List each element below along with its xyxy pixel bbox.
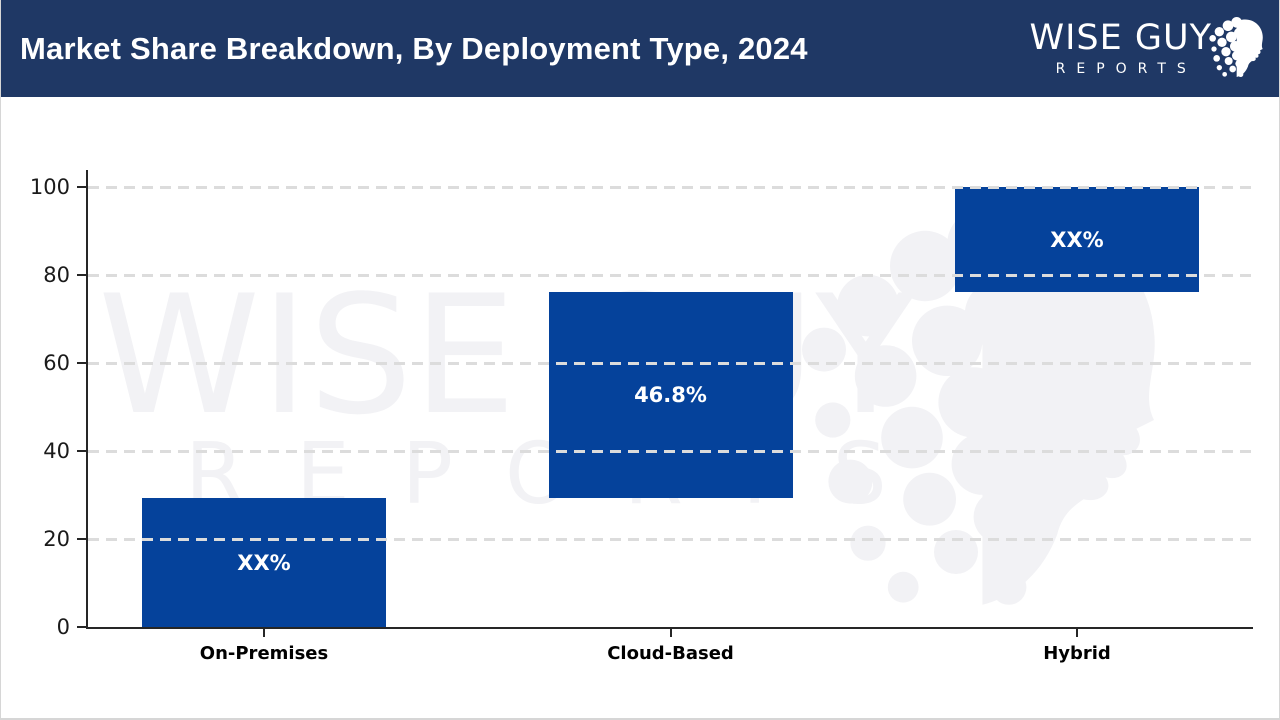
gridline-40: [88, 450, 1253, 453]
y-tick-label-60: 60: [43, 351, 70, 375]
gridline-60: [88, 362, 1253, 365]
bar-label-cloud-based: 46.8%: [634, 383, 707, 408]
gridline-80: [88, 274, 1253, 277]
y-tick-label-20: 20: [43, 527, 70, 551]
header-bar: Market Share Breakdown, By Deployment Ty…: [0, 0, 1280, 97]
bar-label-hybrid: XX%: [1050, 227, 1104, 252]
y-tick-mark-60: [77, 362, 86, 364]
bar-cloud-based: [548, 292, 793, 499]
y-tick-label-80: 80: [43, 263, 70, 287]
category-label-hybrid: Hybrid: [1043, 643, 1111, 664]
gridline-100: [88, 186, 1253, 189]
y-tick-mark-0: [77, 626, 86, 628]
y-tick-mark-20: [77, 538, 86, 540]
wiseguy-logo: WISE GUY REPORTS: [1029, 10, 1266, 88]
gridline-20: [88, 538, 1253, 541]
y-tick-mark-40: [77, 450, 86, 452]
chart-area: 0 20 40 60 80 100 XX% On-Premises 46.8% Cloud-Bas…: [0, 97, 1280, 720]
x-tick-mark-cloud-based: [669, 629, 672, 637]
y-tick-label-0: 0: [56, 615, 70, 639]
logo-wordmark: WISE GUY: [1029, 17, 1212, 58]
logo-text: WISE GUY REPORTS: [1029, 17, 1212, 77]
y-axis-line: [86, 170, 88, 629]
y-tick-label-100: 100: [29, 175, 70, 199]
bar-label-on-premises: XX%: [237, 550, 291, 575]
logo-subtitle: REPORTS: [1055, 60, 1197, 77]
bar-on-premises: [142, 498, 386, 627]
x-axis-line: [86, 627, 1253, 629]
y-tick-mark-100: [77, 186, 86, 188]
x-tick-mark-on-premises: [263, 629, 265, 637]
category-label-cloud-based: Cloud-Based: [607, 643, 734, 664]
y-tick-label-40: 40: [43, 439, 70, 463]
category-label-on-premises: On-Premises: [199, 643, 329, 664]
page-title: Market Share Breakdown, By Deployment Ty…: [20, 30, 808, 66]
y-tick-mark-80: [77, 274, 86, 276]
x-tick-mark-hybrid: [1076, 629, 1078, 637]
dotted-face-profile-icon: [1209, 16, 1263, 77]
